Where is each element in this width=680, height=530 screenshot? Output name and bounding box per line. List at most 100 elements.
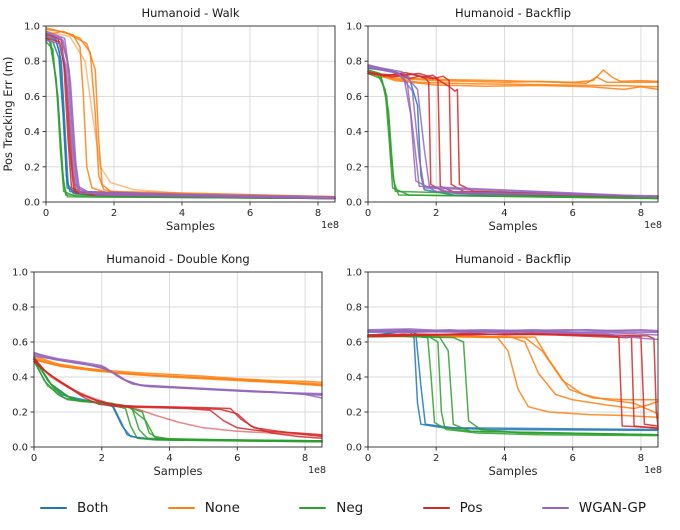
svg-text:2: 2 bbox=[433, 208, 439, 219]
svg-text:0.2: 0.2 bbox=[12, 408, 28, 419]
svg-text:8: 8 bbox=[302, 453, 308, 464]
subplot-humanoid-backflip-bottom: 0 2 4 6 8 0.0 0.2 0.4 0.6 0.8 1.0 Samples 1e8 bbox=[346, 268, 662, 479]
x-axis-label: Samples bbox=[153, 464, 202, 478]
line-wgan-gp bbox=[367, 64, 659, 197]
line-none bbox=[367, 334, 659, 401]
line-none bbox=[45, 30, 336, 198]
line-neg bbox=[33, 358, 323, 443]
legend-label-wgan-gp: WGAN-GP bbox=[578, 500, 646, 516]
legend-item-neg: Neg bbox=[299, 500, 363, 516]
svg-text:6: 6 bbox=[247, 208, 253, 219]
x-axis-offset-text: 1e8 bbox=[644, 465, 662, 476]
line-none bbox=[45, 28, 336, 198]
legend: Both None Neg Pos WGAN-GP bbox=[0, 488, 680, 528]
svg-text:1.0: 1.0 bbox=[346, 22, 362, 33]
line-pos bbox=[33, 357, 323, 440]
svg-text:0.6: 0.6 bbox=[346, 92, 362, 103]
legend-line-swatch-pos bbox=[422, 507, 450, 509]
line-wgan-gp bbox=[367, 328, 659, 332]
svg-text:1.0: 1.0 bbox=[12, 268, 28, 279]
legend-line-swatch-none bbox=[167, 507, 195, 509]
svg-text:4: 4 bbox=[501, 453, 507, 464]
x-axis-label: Samples bbox=[488, 464, 537, 478]
svg-text:0.0: 0.0 bbox=[24, 198, 40, 209]
svg-text:2: 2 bbox=[99, 453, 105, 464]
line-none bbox=[33, 358, 323, 387]
line-wgan-gp bbox=[367, 330, 659, 336]
axes-frame bbox=[45, 25, 336, 203]
series-lines bbox=[367, 328, 659, 437]
svg-text:0.8: 0.8 bbox=[24, 57, 40, 68]
svg-text:8: 8 bbox=[638, 453, 644, 464]
svg-text:6: 6 bbox=[570, 208, 576, 219]
line-wgan-gp bbox=[367, 65, 659, 198]
gridlines bbox=[34, 272, 322, 447]
svg-text:0: 0 bbox=[365, 208, 371, 219]
svg-text:1.0: 1.0 bbox=[346, 268, 362, 279]
svg-text:0.8: 0.8 bbox=[346, 303, 362, 314]
x-axis-label: Samples bbox=[488, 219, 537, 233]
series-lines bbox=[45, 27, 336, 200]
legend-item-both: Both bbox=[40, 500, 108, 516]
legend-label-none: None bbox=[204, 500, 240, 516]
line-wgan-gp bbox=[367, 66, 659, 198]
line-pos bbox=[33, 358, 323, 437]
legend-item-wgan-gp: WGAN-GP bbox=[541, 500, 646, 516]
subplot-humanoid-walk: 0 2 4 6 8 0.0 0.2 0.4 0.6 0.8 1.0 Samples 1e8 Pos Tra… bbox=[1, 22, 339, 234]
x-axis-offset-text: 1e8 bbox=[321, 220, 339, 231]
line-neg bbox=[367, 72, 659, 200]
line-pos bbox=[45, 32, 336, 200]
legend-line-swatch-neg bbox=[299, 507, 327, 509]
svg-text:0.4: 0.4 bbox=[346, 127, 362, 138]
line-neg bbox=[367, 335, 659, 437]
svg-text:2: 2 bbox=[433, 453, 439, 464]
line-pos bbox=[45, 34, 336, 200]
line-pos bbox=[367, 332, 659, 429]
axes-frame bbox=[367, 271, 659, 448]
series-lines bbox=[33, 351, 323, 443]
y-axis-label: Pos Tracking Err (m) bbox=[1, 56, 15, 171]
line-wgan-gp bbox=[45, 39, 336, 198]
svg-text:0.8: 0.8 bbox=[12, 303, 28, 314]
line-neg bbox=[45, 41, 336, 200]
legend-item-pos: Pos bbox=[422, 500, 483, 516]
axis-ticks: 0 2 4 6 8 0.0 0.2 0.4 0.6 0.8 1.0 bbox=[24, 22, 321, 220]
line-neg bbox=[367, 334, 659, 436]
series-lines bbox=[367, 63, 659, 200]
svg-text:0.2: 0.2 bbox=[346, 408, 362, 419]
line-none bbox=[367, 72, 659, 88]
line-pos bbox=[367, 333, 659, 430]
subplot-humanoid-double-kong: 0 2 4 6 8 0.0 0.2 0.4 0.6 0.8 1.0 Samples 1e8 bbox=[12, 268, 326, 479]
chart-title-humanoid-walk: Humanoid - Walk bbox=[141, 6, 240, 20]
chart-title-humanoid-backflip-top: Humanoid - Backflip bbox=[454, 6, 572, 20]
line-none bbox=[367, 335, 659, 415]
svg-text:0.2: 0.2 bbox=[346, 162, 362, 173]
chart-title-humanoid-backflip-bottom: Humanoid - Backflip bbox=[454, 252, 572, 266]
svg-text:0.0: 0.0 bbox=[346, 443, 362, 454]
x-axis-offset-text: 1e8 bbox=[308, 465, 326, 476]
svg-text:0.8: 0.8 bbox=[346, 57, 362, 68]
legend-label-neg: Neg bbox=[336, 500, 364, 516]
svg-text:0: 0 bbox=[43, 208, 49, 219]
x-axis-label: Samples bbox=[166, 219, 215, 233]
svg-text:0.0: 0.0 bbox=[12, 443, 28, 454]
axis-ticks: 0 2 4 6 8 0.0 0.2 0.4 0.6 0.8 1.0 bbox=[12, 268, 308, 465]
line-pos bbox=[33, 358, 323, 436]
line-neg bbox=[45, 34, 336, 200]
svg-text:1.0: 1.0 bbox=[24, 22, 40, 33]
line-neg bbox=[33, 357, 323, 442]
axis-ticks: 0 2 4 6 8 0.0 0.2 0.4 0.6 0.8 1.0 bbox=[346, 268, 644, 465]
svg-text:4: 4 bbox=[179, 208, 185, 219]
line-none bbox=[367, 71, 659, 91]
axes-frame bbox=[367, 25, 659, 203]
line-wgan-gp bbox=[45, 32, 336, 200]
svg-text:0.4: 0.4 bbox=[12, 373, 28, 384]
svg-text:4: 4 bbox=[501, 208, 507, 219]
chart-title-humanoid-double-kong: Humanoid - Double Kong bbox=[106, 252, 250, 266]
line-none bbox=[45, 27, 336, 198]
svg-text:0.6: 0.6 bbox=[24, 92, 40, 103]
legend-label-both: Both bbox=[77, 500, 109, 516]
x-axis-offset-text: 1e8 bbox=[644, 220, 662, 231]
svg-text:0.4: 0.4 bbox=[24, 127, 40, 138]
